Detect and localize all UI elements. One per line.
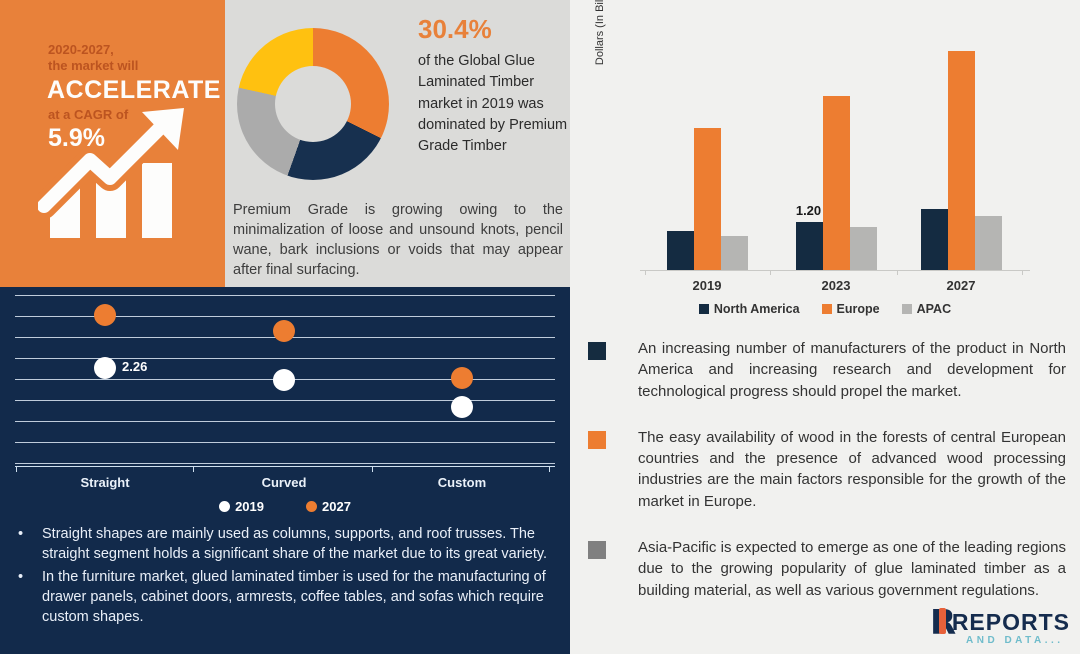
region-note-list: An increasing number of manufacturers of… bbox=[570, 338, 1080, 626]
bar-chart-axis-tick bbox=[770, 270, 771, 275]
dot-2027-Curved bbox=[273, 319, 295, 342]
shape-dot-plot: Straight Curved Custom 2.26 2019 2027 bbox=[0, 287, 570, 522]
bar-chart-legend: North America Europe APAC bbox=[570, 302, 1080, 316]
bar-North America-2023 bbox=[795, 222, 823, 270]
shape-bullet-list: Straight shapes are mainly used as colum… bbox=[14, 524, 562, 630]
dot-plot-gridline bbox=[15, 463, 555, 464]
dot-plot-gridline bbox=[15, 400, 555, 401]
apac-bullet-square bbox=[588, 541, 606, 560]
growth-chart-icon bbox=[38, 108, 184, 238]
dot-plot-legend-item: 2019 bbox=[219, 499, 264, 514]
accelerate-line2: the market will bbox=[48, 58, 139, 74]
dot-plot-axis-tick bbox=[193, 466, 194, 472]
bar-chart-y-axis-label: Dollars (In Billion) bbox=[594, 0, 606, 66]
dot-plot-category-label: Custom bbox=[437, 475, 487, 490]
grade-donut-chart bbox=[237, 28, 389, 180]
bar-chart-legend-item: North America bbox=[698, 302, 800, 316]
dot-2027-Custom bbox=[451, 366, 473, 389]
accelerate-headline: ACCELERATE bbox=[47, 75, 221, 104]
dot-2019-Curved bbox=[273, 369, 295, 392]
logo-r-icon: R bbox=[930, 603, 956, 643]
north-america-bullet-square bbox=[588, 342, 606, 360]
bar-chart-axis-tick bbox=[1022, 270, 1023, 275]
bar-chart-category-label: 2019 bbox=[692, 278, 722, 293]
bar-APAC-2023 bbox=[849, 226, 877, 270]
bar-Europe-2019 bbox=[693, 128, 721, 270]
bar-chart-axis-tick bbox=[645, 270, 646, 275]
region-bar-chart: Dollars (In Billion) 2019 2023 1.20 2027 Nor… bbox=[570, 0, 1080, 330]
dot-plot-gridline bbox=[15, 316, 555, 317]
premium-share-caption: of the Global Glue Laminated Timber mark… bbox=[418, 53, 568, 155]
dot-plot-gridline bbox=[15, 421, 555, 422]
premium-grade-card: 30.4% of the Global Glue Laminated Timbe… bbox=[225, 0, 570, 287]
legend-square-icon bbox=[821, 304, 832, 314]
dot-plot-axis-tick bbox=[372, 466, 373, 472]
dot-plot-category-label: Straight bbox=[80, 475, 130, 490]
reports-and-data-logo: R REPORTS AND DATA... bbox=[930, 603, 1070, 646]
accelerate-line3: at a CAGR of bbox=[48, 107, 129, 122]
bar-North America-2027 bbox=[920, 208, 948, 270]
note-north-america: An increasing number of manufacturers of… bbox=[570, 338, 1080, 402]
bar-chart-legend-item: Europe bbox=[821, 302, 880, 316]
legend-square-icon bbox=[901, 304, 912, 314]
dot-2019-Straight bbox=[94, 356, 116, 379]
bar-chart-category-label: 2023 bbox=[821, 278, 851, 293]
bar-Europe-2023 bbox=[822, 96, 850, 270]
bar-APAC-2027 bbox=[974, 216, 1002, 270]
dot-2019-Custom bbox=[451, 395, 473, 418]
bar-APAC-2019 bbox=[720, 236, 748, 270]
note-europe: The easy availability of wood in the for… bbox=[570, 427, 1080, 512]
dot-plot-axis-tick bbox=[549, 466, 550, 472]
bar-chart-baseline bbox=[640, 270, 1030, 271]
dot-plot-legend-item: 2027 bbox=[306, 499, 351, 514]
dot-plot-x-axis bbox=[15, 466, 555, 467]
logo-sub-text: AND DATA... bbox=[966, 635, 1064, 646]
accelerate-years: 2020-2027, bbox=[48, 42, 114, 57]
cagr-value: 5.9% bbox=[48, 124, 105, 153]
europe-bullet-square bbox=[588, 430, 606, 449]
logo-brand-text: REPORTS bbox=[951, 608, 1070, 635]
note-apac: Asia-Pacific is expected to emerge as on… bbox=[570, 537, 1080, 601]
legend-square-icon bbox=[698, 304, 709, 314]
accelerate-card: 2020-2027, the market will ACCELERATE at… bbox=[0, 0, 225, 287]
bar-chart-axis-tick bbox=[897, 270, 898, 275]
bar-chart-data-label: 1.20 bbox=[795, 203, 822, 218]
dot-plot-gridline bbox=[15, 358, 555, 359]
shape-bullet: In the furniture market, glued laminated… bbox=[14, 567, 562, 627]
bar-Europe-2027 bbox=[947, 50, 975, 270]
regional-panel: Dollars (In Billion) 2019 2023 1.20 2027 Nor… bbox=[570, 0, 1080, 654]
dot-plot-gridline bbox=[15, 442, 555, 443]
bar-North America-2019 bbox=[666, 230, 694, 270]
dot-plot-legend: 2019 2027 bbox=[0, 499, 570, 514]
dot-plot-category-label: Curved bbox=[261, 475, 307, 490]
shape-bullet: Straight shapes are mainly used as colum… bbox=[14, 524, 562, 564]
dot-2027-Straight bbox=[94, 304, 116, 327]
dot-plot-gridline bbox=[15, 295, 555, 296]
premium-grade-description: Premium Grade is growing owing to the mi… bbox=[233, 202, 563, 278]
legend-dot-icon bbox=[306, 501, 317, 512]
dot-plot-data-label: 2.26 bbox=[122, 358, 148, 374]
shape-panel: Straight Curved Custom 2.26 2019 2027 Straigh… bbox=[0, 287, 570, 654]
bar-chart-category-label: 2027 bbox=[946, 278, 976, 293]
bar-chart-legend-item: APAC bbox=[901, 302, 951, 316]
dot-plot-axis-tick bbox=[16, 466, 17, 472]
legend-dot-icon bbox=[219, 501, 231, 512]
premium-share-value: 30.4% bbox=[418, 14, 492, 44]
